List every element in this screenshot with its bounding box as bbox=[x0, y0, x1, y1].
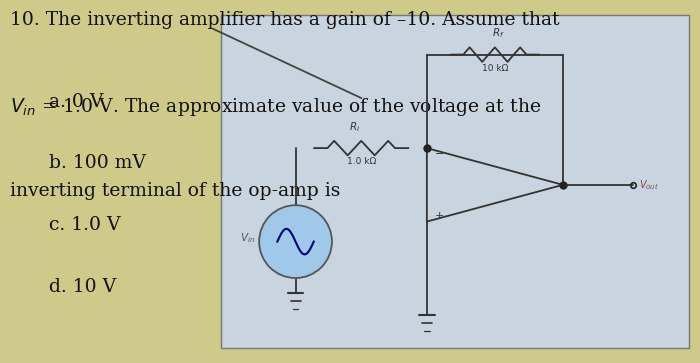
Text: −: − bbox=[435, 148, 444, 159]
Text: +: + bbox=[435, 211, 444, 221]
Text: 10 kΩ: 10 kΩ bbox=[482, 64, 508, 73]
Text: 10. The inverting amplifier has a gain of –10. Assume that: 10. The inverting amplifier has a gain o… bbox=[10, 11, 560, 29]
Text: 1.0 kΩ: 1.0 kΩ bbox=[346, 157, 376, 166]
Text: b. 100 mV: b. 100 mV bbox=[49, 154, 146, 172]
Text: $V_{in}$: $V_{in}$ bbox=[240, 231, 256, 245]
Text: $R_f$: $R_f$ bbox=[492, 26, 505, 40]
Text: a. 0 V: a. 0 V bbox=[49, 93, 104, 111]
Text: c. 1.0 V: c. 1.0 V bbox=[49, 216, 120, 234]
Text: $V_{out}$: $V_{out}$ bbox=[639, 178, 659, 192]
Text: $V_{in}$ = 1.0 V. The approximate value of the voltage at the: $V_{in}$ = 1.0 V. The approximate value … bbox=[10, 96, 542, 118]
Text: d. 10 V: d. 10 V bbox=[49, 278, 116, 296]
FancyBboxPatch shape bbox=[220, 15, 690, 348]
Ellipse shape bbox=[259, 205, 332, 278]
Text: $R_i$: $R_i$ bbox=[349, 121, 360, 134]
Text: inverting terminal of the op-amp is: inverting terminal of the op-amp is bbox=[10, 182, 341, 200]
